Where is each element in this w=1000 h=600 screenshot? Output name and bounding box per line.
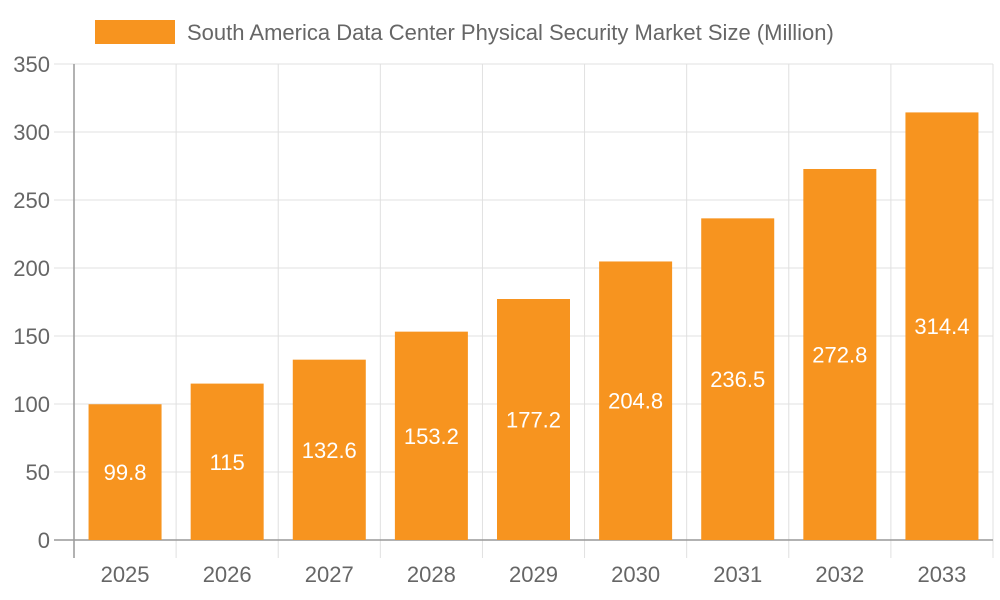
x-tick-label: 2030 bbox=[611, 562, 660, 587]
bar bbox=[190, 383, 264, 540]
x-tick-label: 2029 bbox=[509, 562, 558, 587]
legend[interactable]: South America Data Center Physical Secur… bbox=[95, 20, 834, 45]
legend-label: South America Data Center Physical Secur… bbox=[187, 20, 834, 45]
bar bbox=[803, 168, 877, 540]
bar bbox=[599, 261, 673, 540]
data-label: 314.4 bbox=[914, 314, 969, 339]
x-tick-label: 2027 bbox=[305, 562, 354, 587]
bar bbox=[292, 359, 366, 540]
bar bbox=[88, 404, 162, 540]
data-label: 115 bbox=[210, 450, 245, 475]
data-label: 153.2 bbox=[404, 424, 459, 449]
bar bbox=[905, 112, 979, 540]
x-tick-label: 2031 bbox=[713, 562, 762, 587]
bars: 99.8 115 132.6 153.2 177.2 204.8 236.5 272.8 314… bbox=[88, 112, 979, 541]
y-tick-label: 350 bbox=[13, 52, 50, 77]
x-tick-label: 2026 bbox=[203, 562, 252, 587]
y-tick-label: 250 bbox=[13, 188, 50, 213]
bar bbox=[497, 299, 570, 540]
data-label: 204.8 bbox=[608, 389, 663, 414]
y-tick-label: 200 bbox=[13, 256, 50, 281]
y-axis: 0 50 100 150 200 250 300 350 bbox=[13, 52, 75, 558]
data-label: 132.6 bbox=[302, 438, 357, 463]
y-tick-label: 50 bbox=[26, 460, 50, 485]
data-label: 177.2 bbox=[506, 408, 561, 433]
gridlines bbox=[54, 63, 994, 558]
x-tick-label: 2032 bbox=[815, 562, 864, 587]
x-tick-label: 2033 bbox=[917, 562, 966, 587]
y-tick-label: 0 bbox=[38, 528, 50, 553]
y-tick-label: 100 bbox=[13, 392, 50, 417]
legend-swatch bbox=[95, 20, 175, 44]
bar bbox=[701, 218, 775, 541]
bar bbox=[394, 331, 468, 540]
y-tick-label: 150 bbox=[13, 324, 50, 349]
x-tick-label: 2025 bbox=[101, 562, 150, 587]
x-axis: 2025 2026 2027 2028 2029 2030 2031 2032 2033 bbox=[54, 539, 993, 587]
data-label: 272.8 bbox=[812, 342, 867, 367]
data-label: 99.8 bbox=[104, 460, 147, 485]
y-tick-label: 300 bbox=[13, 120, 50, 145]
data-label: 236.5 bbox=[710, 367, 765, 392]
x-tick-label: 2028 bbox=[407, 562, 456, 587]
